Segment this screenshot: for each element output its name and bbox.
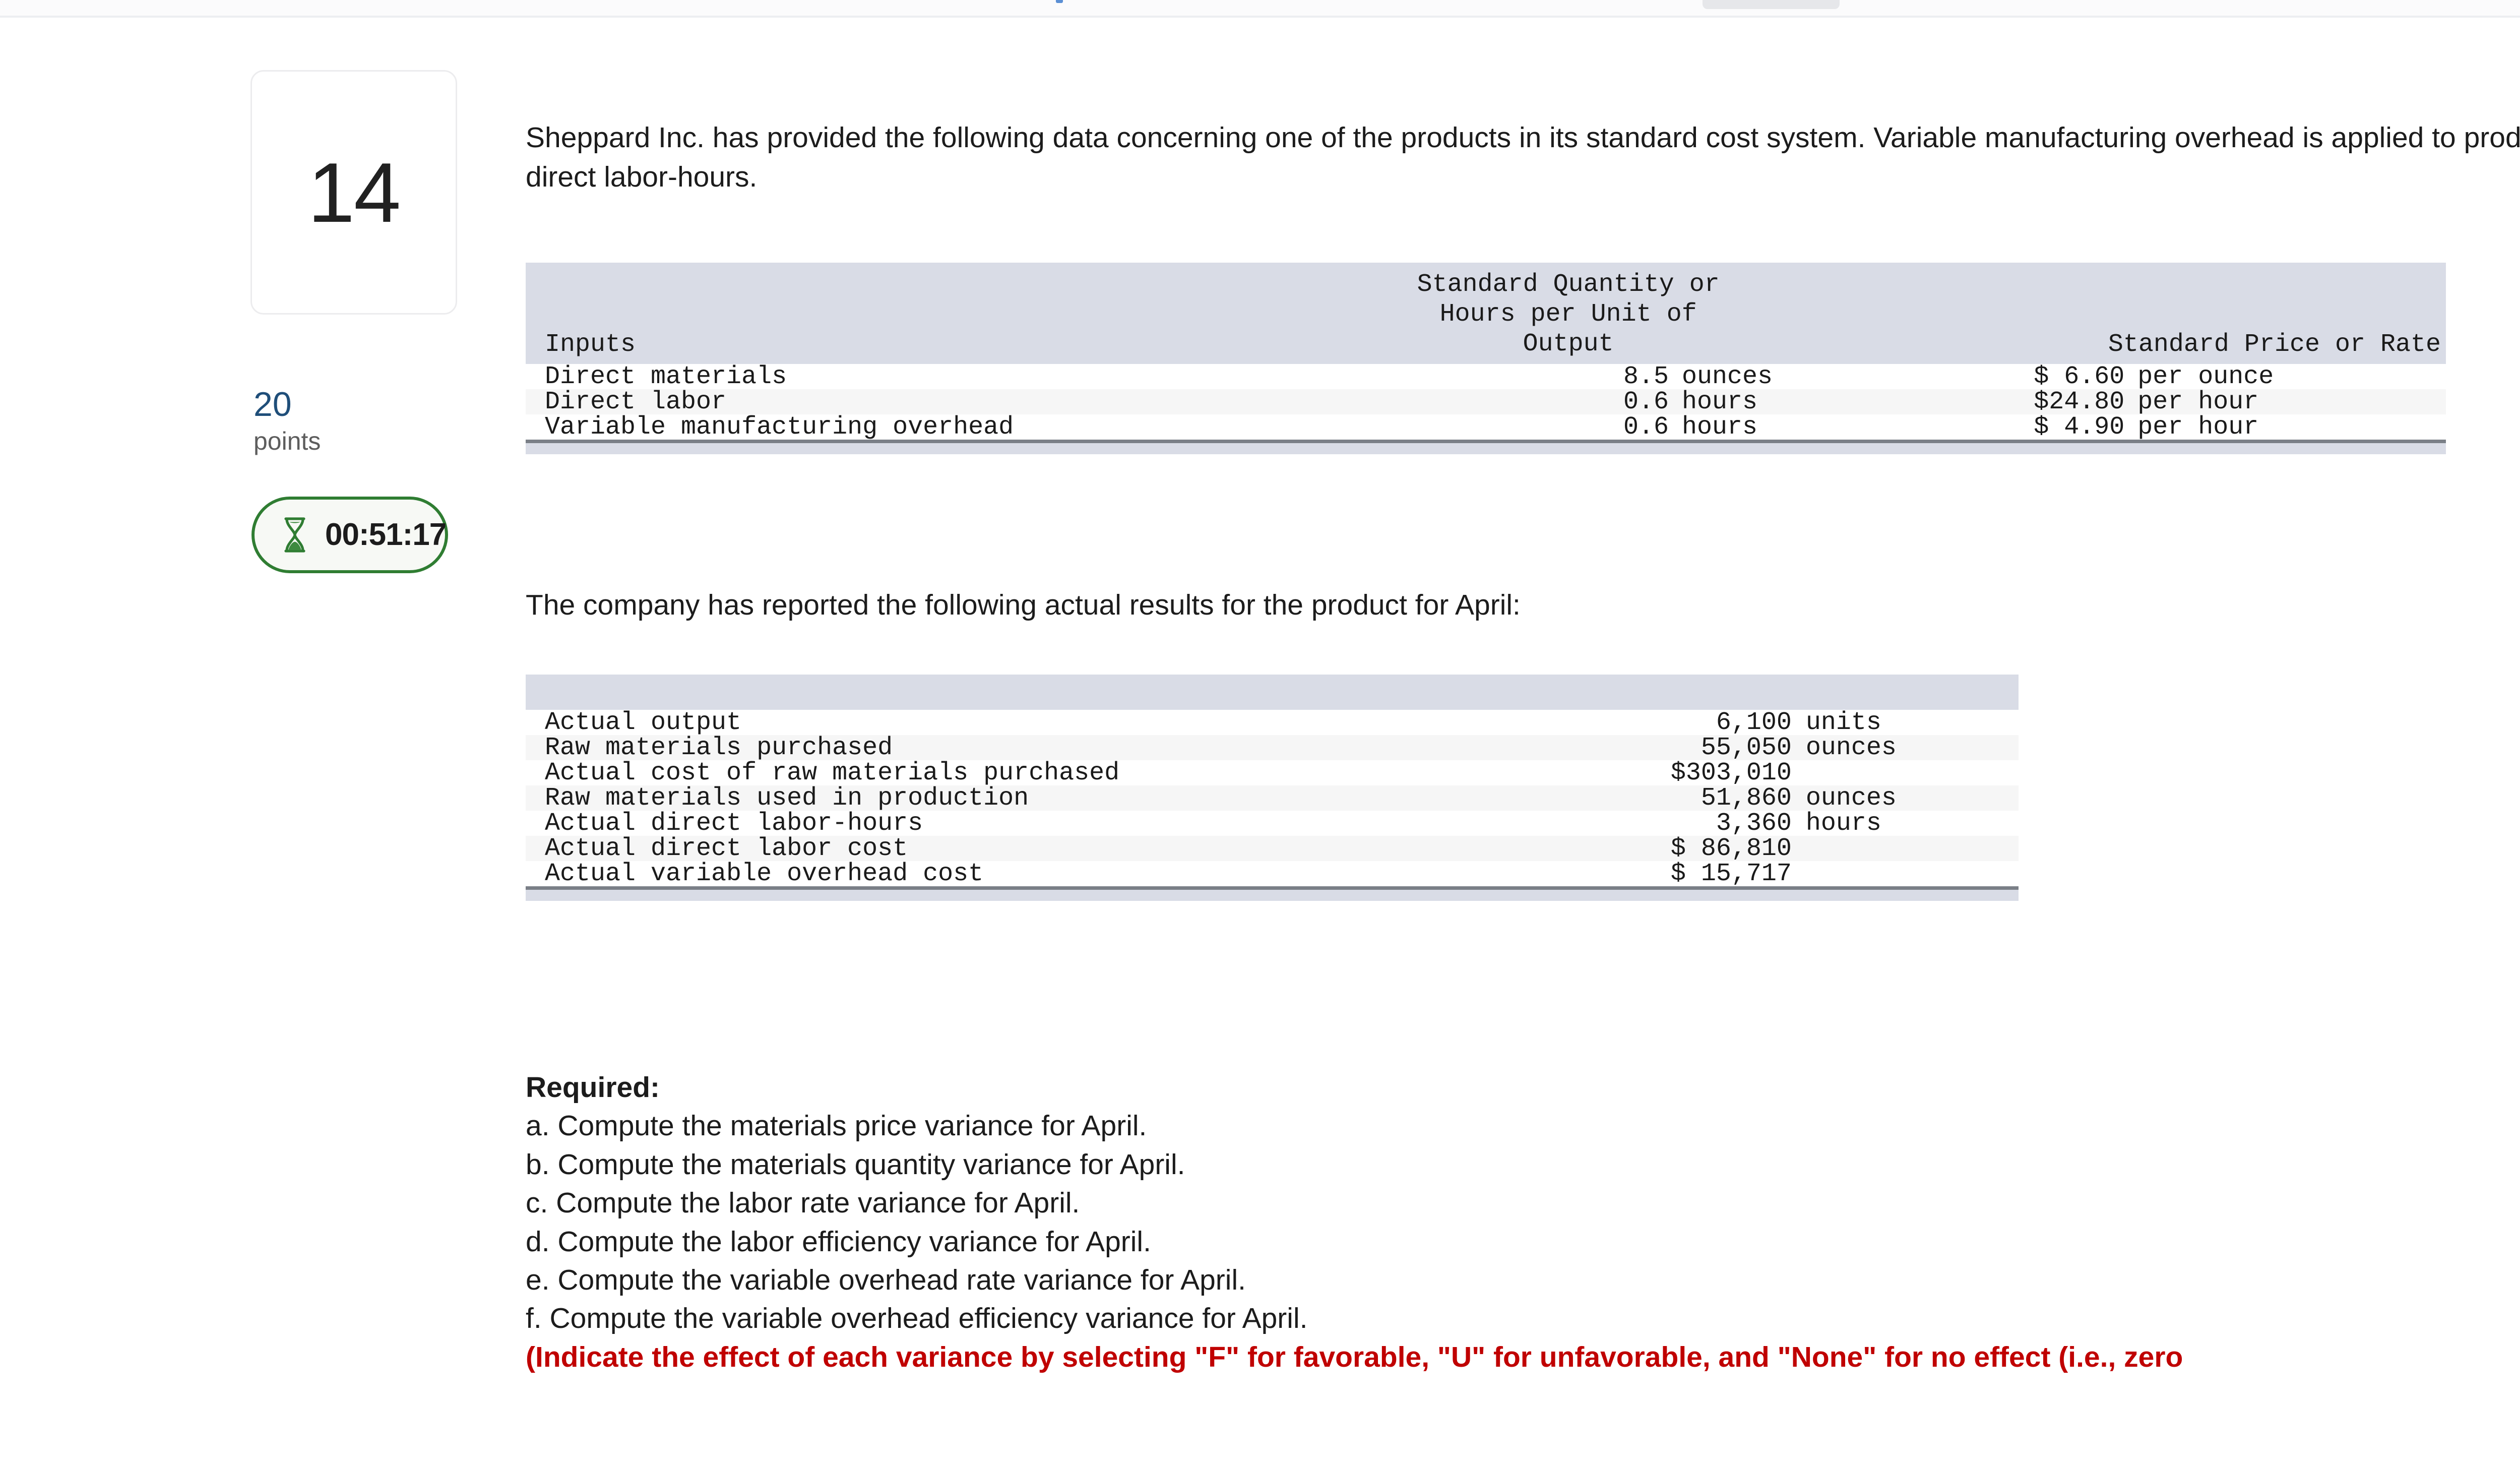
cell-label: Actual direct labor cost <box>545 834 908 863</box>
cell-label: Raw materials purchased <box>545 733 893 762</box>
cell-label: Actual cost of raw materials purchased <box>545 758 1120 787</box>
cell-quantity-unit: hours <box>1682 412 1758 442</box>
required-item-d: d. Compute the labor efficiency variance… <box>526 1225 1151 1258</box>
top-toolbar-strip <box>0 0 2520 18</box>
cell-rate-unit: per ounce <box>2137 362 2274 391</box>
required-block: Required: a. Compute the materials price… <box>526 1068 2520 1376</box>
cell-label: Raw materials used in production <box>545 783 1029 813</box>
table-row: Raw materials used in production 51,860 … <box>526 783 2019 813</box>
cell-value: $ 15,717 <box>1670 859 1792 888</box>
cell-label: Direct materials <box>545 362 787 391</box>
column-header-inputs: Inputs <box>545 330 636 359</box>
cell-quantity: 0.6 <box>1623 387 1669 416</box>
column-header-rate: Standard Price or Rate <box>2108 330 2441 359</box>
table-row: Direct materials 8.5 ounces $ 6.60 per o… <box>526 362 2446 391</box>
cell-label: Actual output <box>545 708 742 737</box>
cell-quantity: 8.5 <box>1623 362 1669 391</box>
table-footer <box>526 886 2019 901</box>
cell-quantity: 0.6 <box>1623 412 1669 442</box>
cell-label: Actual direct labor-hours <box>545 809 923 838</box>
cell-value: 55,050 <box>1700 733 1792 762</box>
table-footer <box>526 440 2446 454</box>
column-header-quantity: Standard Quantity or Hours per Unit of O… <box>1417 270 1720 358</box>
required-title: Required: <box>526 1071 660 1104</box>
actual-results-paragraph: The company has reported the following a… <box>526 589 1521 621</box>
cell-rate: $24.80 <box>2034 387 2125 416</box>
timer-badge[interactable]: 00:51:17 <box>251 496 448 573</box>
table-header: Inputs Standard Quantity or Hours per Un… <box>526 263 2446 364</box>
cell-rate: $ 6.60 <box>2034 362 2125 391</box>
cell-value: 51,860 <box>1700 783 1792 813</box>
required-note: (Indicate the effect of each variance by… <box>526 1340 2183 1373</box>
question-page: 14 20 points 00:51:17 Sheppard Inc. has … <box>0 20 2520 1464</box>
question-number: 14 <box>307 145 401 240</box>
required-item-c: c. Compute the labor rate variance for A… <box>526 1187 1080 1219</box>
intro-paragraph: Sheppard Inc. has provided the following… <box>526 121 2520 194</box>
hourglass-icon <box>284 517 305 553</box>
points-value: 20 <box>254 385 292 423</box>
table-row: Actual cost of raw materials purchased $… <box>526 758 2019 787</box>
timer-value: 00:51:17 <box>325 517 447 553</box>
standard-cost-table: Inputs Standard Quantity or Hours per Un… <box>526 263 2446 454</box>
actual-results-table: Actual output 6,100 units Raw materials … <box>526 675 2019 901</box>
cell-unit: units <box>1805 708 1881 737</box>
table-row: Actual direct labor cost $ 86,810 <box>526 834 2019 863</box>
points-label: points <box>254 427 321 456</box>
cell-label: Variable manufacturing overhead <box>545 412 1014 442</box>
required-item-b: b. Compute the materials quantity varian… <box>526 1148 1185 1181</box>
required-item-f: f. Compute the variable overhead efficie… <box>526 1302 1308 1335</box>
cell-quantity-unit: ounces <box>1682 362 1773 391</box>
cell-value: 3,360 <box>1716 809 1792 838</box>
cell-unit: ounces <box>1805 783 1897 813</box>
table-row: Actual output 6,100 units <box>526 708 2019 737</box>
table-row: Direct labor 0.6 hours $24.80 per hour <box>526 387 2446 416</box>
cell-rate: $ 4.90 <box>2034 412 2125 442</box>
cell-label: Direct labor <box>545 387 727 416</box>
table-row: Actual variable overhead cost $ 15,717 <box>526 859 2019 888</box>
cell-value: 6,100 <box>1716 708 1792 737</box>
cell-unit: ounces <box>1805 733 1897 762</box>
cell-value: $ 86,810 <box>1670 834 1792 863</box>
table-row: Variable manufacturing overhead 0.6 hour… <box>526 412 2446 442</box>
question-number-card: 14 <box>250 70 457 315</box>
points-block: 20 points <box>250 385 457 457</box>
cell-label: Actual variable overhead cost <box>545 859 984 888</box>
question-rail: 14 20 points 00:51:17 <box>250 70 457 573</box>
toolbar-button[interactable] <box>1703 0 1840 9</box>
cell-value: $303,010 <box>1670 758 1792 787</box>
download-icon[interactable] <box>1056 0 1063 3</box>
cell-rate-unit: per hour <box>2137 412 2259 442</box>
required-item-a: a. Compute the materials price variance … <box>526 1110 1147 1142</box>
table-header <box>526 675 2019 710</box>
table-row: Actual direct labor-hours 3,360 hours <box>526 809 2019 838</box>
cell-quantity-unit: hours <box>1682 387 1758 416</box>
cell-rate-unit: per hour <box>2137 387 2259 416</box>
cell-unit: hours <box>1805 809 1881 838</box>
table-row: Raw materials purchased 55,050 ounces <box>526 733 2019 762</box>
required-item-e: e. Compute the variable overhead rate va… <box>526 1263 1246 1296</box>
